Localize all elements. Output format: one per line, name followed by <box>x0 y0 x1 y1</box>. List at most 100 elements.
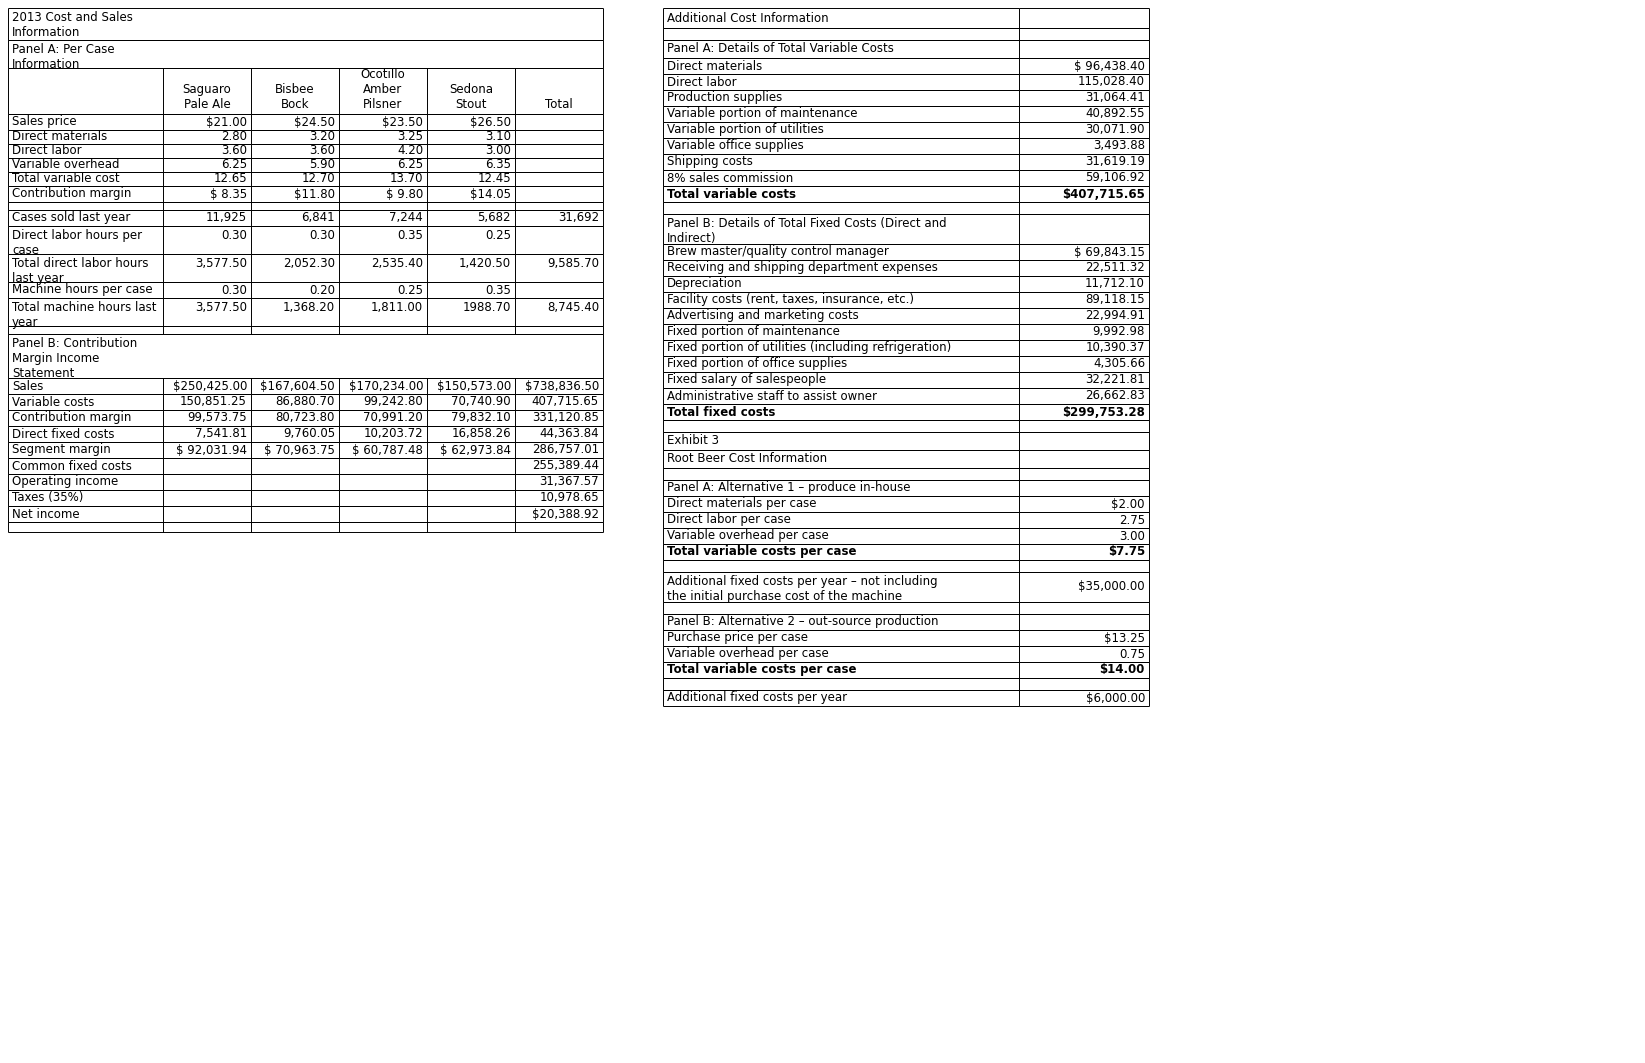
Text: 8% sales commission: 8% sales commission <box>666 171 793 185</box>
Text: Total variable costs: Total variable costs <box>666 187 796 201</box>
Text: 70,991.20: 70,991.20 <box>364 411 423 424</box>
Text: 31,692: 31,692 <box>558 212 599 224</box>
Text: $250,425.00: $250,425.00 <box>173 379 247 392</box>
Text: 32,221.81: 32,221.81 <box>1086 373 1145 387</box>
Text: 26,662.83: 26,662.83 <box>1086 389 1145 403</box>
Text: Sales price: Sales price <box>12 116 77 129</box>
Text: Direct labor: Direct labor <box>12 145 82 157</box>
Text: 31,619.19: 31,619.19 <box>1086 155 1145 169</box>
Text: $170,234.00: $170,234.00 <box>349 379 423 392</box>
Text: 9,992.98: 9,992.98 <box>1092 325 1145 338</box>
Text: 12.45: 12.45 <box>477 172 512 186</box>
Text: 99,573.75: 99,573.75 <box>188 411 247 424</box>
Text: Receiving and shipping department expenses: Receiving and shipping department expens… <box>666 261 938 274</box>
Text: Facility costs (rent, taxes, insurance, etc.): Facility costs (rent, taxes, insurance, … <box>666 293 915 306</box>
Text: Net income: Net income <box>12 507 79 521</box>
Text: $6,000.00: $6,000.00 <box>1086 692 1145 705</box>
Text: Segment margin: Segment margin <box>12 443 110 456</box>
Text: 0.25: 0.25 <box>396 284 423 297</box>
Text: Variable office supplies: Variable office supplies <box>666 139 804 152</box>
Text: 0.35: 0.35 <box>396 229 423 242</box>
Text: 1988.70: 1988.70 <box>462 301 512 314</box>
Text: Contribution margin: Contribution margin <box>12 187 132 201</box>
Text: Bisbee
Bock: Bisbee Bock <box>275 83 314 111</box>
Text: 99,242.80: 99,242.80 <box>364 395 423 408</box>
Text: Direct materials: Direct materials <box>12 131 107 144</box>
Text: 3.00: 3.00 <box>1119 529 1145 542</box>
Text: 31,064.41: 31,064.41 <box>1086 91 1145 104</box>
Text: Direct labor per case: Direct labor per case <box>666 513 791 526</box>
Text: 3.25: 3.25 <box>396 131 423 144</box>
Text: Production supplies: Production supplies <box>666 91 783 104</box>
Text: 2013 Cost and Sales
Information: 2013 Cost and Sales Information <box>12 11 133 39</box>
Text: Ocotillo
Amber
Pilsner: Ocotillo Amber Pilsner <box>360 68 405 111</box>
Text: 16,858.26: 16,858.26 <box>451 427 512 440</box>
Text: 4,305.66: 4,305.66 <box>1092 357 1145 371</box>
Text: $20,388.92: $20,388.92 <box>531 507 599 521</box>
Text: $14.00: $14.00 <box>1099 663 1145 676</box>
Text: Additional Cost Information: Additional Cost Information <box>666 12 829 24</box>
Text: 407,715.65: 407,715.65 <box>531 395 599 408</box>
Text: $ 8.35: $ 8.35 <box>211 187 247 201</box>
Text: 12.65: 12.65 <box>214 172 247 186</box>
Text: 22,994.91: 22,994.91 <box>1086 309 1145 322</box>
Text: $ 96,438.40: $ 96,438.40 <box>1074 60 1145 72</box>
Text: 3.10: 3.10 <box>485 131 512 144</box>
Text: 0.35: 0.35 <box>485 284 512 297</box>
Text: 59,106.92: 59,106.92 <box>1086 171 1145 185</box>
Text: Sedona
Stout: Sedona Stout <box>449 83 494 111</box>
Text: $738,836.50: $738,836.50 <box>525 379 599 392</box>
Text: 6.25: 6.25 <box>396 158 423 171</box>
Text: Direct materials per case: Direct materials per case <box>666 497 816 510</box>
Text: Taxes (35%): Taxes (35%) <box>12 491 84 505</box>
Text: 0.25: 0.25 <box>485 229 512 242</box>
Text: 6.25: 6.25 <box>220 158 247 171</box>
Text: 331,120.85: 331,120.85 <box>531 411 599 424</box>
Text: 7,541.81: 7,541.81 <box>194 427 247 440</box>
Text: $167,604.50: $167,604.50 <box>260 379 336 392</box>
Text: 10,978.65: 10,978.65 <box>540 491 599 505</box>
Text: 5.90: 5.90 <box>309 158 336 171</box>
Text: $407,715.65: $407,715.65 <box>1063 187 1145 201</box>
Text: Direct fixed costs: Direct fixed costs <box>12 427 115 440</box>
Text: $23.50: $23.50 <box>382 116 423 129</box>
Text: $ 9.80: $ 9.80 <box>385 187 423 201</box>
Text: 6,841: 6,841 <box>301 212 336 224</box>
Text: 9,760.05: 9,760.05 <box>283 427 336 440</box>
Text: 13.70: 13.70 <box>390 172 423 186</box>
Text: 3,577.50: 3,577.50 <box>196 257 247 270</box>
Text: Fixed portion of utilities (including refrigeration): Fixed portion of utilities (including re… <box>666 341 951 354</box>
Text: 0.30: 0.30 <box>309 229 336 242</box>
Text: 12.70: 12.70 <box>301 172 336 186</box>
Text: Panel A: Details of Total Variable Costs: Panel A: Details of Total Variable Costs <box>666 43 893 55</box>
Text: 3.20: 3.20 <box>309 131 336 144</box>
Text: Operating income: Operating income <box>12 475 118 489</box>
Text: 79,832.10: 79,832.10 <box>451 411 512 424</box>
Text: Total machine hours last
year: Total machine hours last year <box>12 301 156 330</box>
Text: 11,712.10: 11,712.10 <box>1086 277 1145 290</box>
Text: $13.25: $13.25 <box>1104 631 1145 644</box>
Text: $24.50: $24.50 <box>294 116 336 129</box>
Text: 2,052.30: 2,052.30 <box>283 257 336 270</box>
Text: Cases sold last year: Cases sold last year <box>12 212 130 224</box>
Text: Direct labor: Direct labor <box>666 75 737 88</box>
Text: Panel B: Contribution
Margin Income
Statement: Panel B: Contribution Margin Income Stat… <box>12 337 137 379</box>
Text: Exhibit 3: Exhibit 3 <box>666 435 719 448</box>
Text: 89,118.15: 89,118.15 <box>1086 293 1145 306</box>
Text: 3.00: 3.00 <box>485 145 512 157</box>
Text: 6.35: 6.35 <box>485 158 512 171</box>
Text: 2,535.40: 2,535.40 <box>372 257 423 270</box>
Text: 22,511.32: 22,511.32 <box>1086 261 1145 274</box>
Text: 86,880.70: 86,880.70 <box>276 395 336 408</box>
Text: 80,723.80: 80,723.80 <box>276 411 336 424</box>
Text: $ 69,843.15: $ 69,843.15 <box>1074 246 1145 258</box>
Text: 0.75: 0.75 <box>1119 647 1145 660</box>
Text: Contribution margin: Contribution margin <box>12 411 132 424</box>
Text: 7,244: 7,244 <box>390 212 423 224</box>
Text: 1,420.50: 1,420.50 <box>459 257 512 270</box>
Text: Variable portion of utilities: Variable portion of utilities <box>666 123 824 136</box>
Text: Variable overhead: Variable overhead <box>12 158 120 171</box>
Text: 2.75: 2.75 <box>1119 513 1145 526</box>
Text: Variable overhead per case: Variable overhead per case <box>666 647 829 660</box>
Text: $35,000.00: $35,000.00 <box>1079 580 1145 593</box>
